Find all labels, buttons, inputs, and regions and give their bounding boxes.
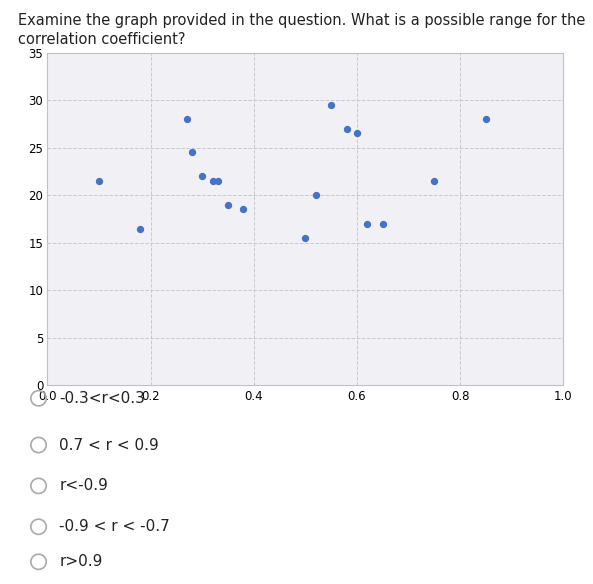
Text: correlation coefficient?: correlation coefficient? xyxy=(18,32,185,47)
Point xyxy=(136,224,145,233)
Point xyxy=(187,148,197,157)
Point xyxy=(378,219,388,228)
Point xyxy=(429,176,439,186)
Point xyxy=(239,205,248,214)
Point xyxy=(182,114,192,124)
Point xyxy=(311,190,320,200)
Point xyxy=(94,176,104,186)
Text: 0.7 < r < 0.9: 0.7 < r < 0.9 xyxy=(59,437,159,453)
Point xyxy=(326,100,336,110)
Point xyxy=(197,172,207,181)
Text: r>0.9: r>0.9 xyxy=(59,554,103,569)
Point xyxy=(213,176,222,186)
Text: -0.9 < r < -0.7: -0.9 < r < -0.7 xyxy=(59,519,170,534)
Text: Examine the graph provided in the question. What is a possible range for the: Examine the graph provided in the questi… xyxy=(18,13,585,28)
Point xyxy=(223,200,232,210)
Point xyxy=(362,219,372,228)
Point xyxy=(482,114,491,124)
Text: r<-0.9: r<-0.9 xyxy=(59,478,108,493)
Point xyxy=(301,234,310,243)
Point xyxy=(342,124,352,133)
Text: -0.3<r<0.3: -0.3<r<0.3 xyxy=(59,391,145,406)
Point xyxy=(208,176,217,186)
Point xyxy=(352,128,362,138)
